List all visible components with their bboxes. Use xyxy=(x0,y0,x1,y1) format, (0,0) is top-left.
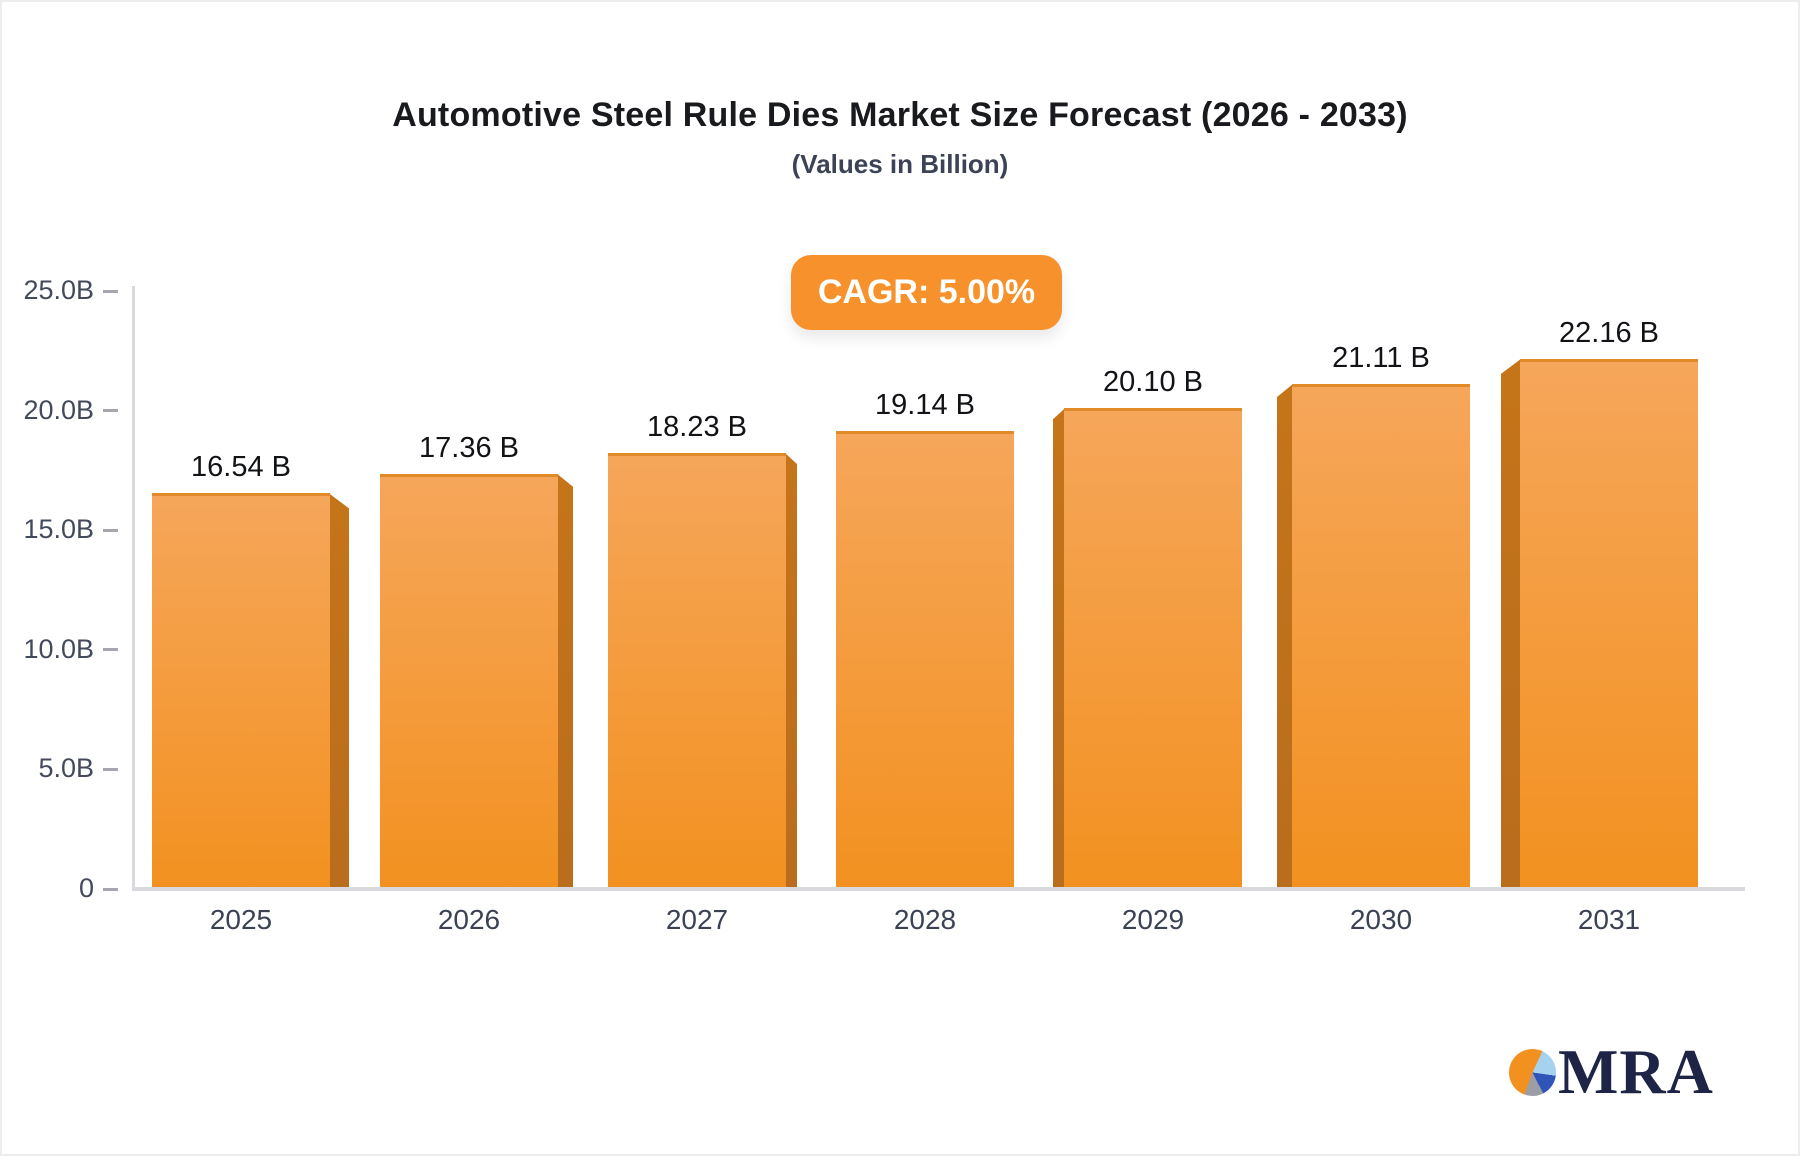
chart-title: Automotive Steel Rule Dies Market Size F… xyxy=(392,96,1408,134)
bar-value-label: 22.16 B xyxy=(1559,316,1659,349)
y-axis-tick xyxy=(103,289,118,293)
bar-value-label: 18.23 B xyxy=(647,410,747,443)
y-axis-tick xyxy=(103,409,118,413)
bar-3d-side xyxy=(329,493,349,889)
x-axis-label: 2030 xyxy=(1349,904,1413,935)
cagr-badge: CAGR: 5.00% xyxy=(791,255,1062,330)
y-axis-tick xyxy=(103,648,118,652)
bar-2030 xyxy=(1292,384,1470,889)
y-axis-tick-label: 0 xyxy=(78,873,94,903)
bar-3d-side xyxy=(785,452,797,889)
bar-value-label: 19.14 B xyxy=(875,389,975,422)
bar-2031 xyxy=(1520,358,1698,889)
x-axis-baseline xyxy=(132,887,1745,891)
x-axis-label: 2028 xyxy=(893,904,957,935)
bar-3d-side xyxy=(1053,408,1065,889)
bar-2025 xyxy=(152,493,330,889)
bar-3d-side xyxy=(1501,358,1521,889)
bar-value-label: 17.36 B xyxy=(419,431,519,464)
pie-chart-logo-icon xyxy=(1509,1049,1556,1096)
y-axis-tick xyxy=(103,887,118,891)
y-axis-line xyxy=(132,286,135,891)
x-axis-label: 2025 xyxy=(209,904,273,935)
logo-text: MRA xyxy=(1558,1036,1714,1107)
bar-2027 xyxy=(608,452,786,889)
y-axis-tick xyxy=(103,767,118,771)
y-axis-tick-label: 5.0B xyxy=(38,753,94,784)
x-axis-label: 2031 xyxy=(1577,904,1641,935)
y-axis-tick xyxy=(103,528,118,532)
x-axis-label: 2027 xyxy=(665,904,729,935)
y-axis-tick-label: 20.0B xyxy=(23,394,94,425)
y-axis-tick-label: 15.0B xyxy=(23,514,94,545)
chart-subtitle: (Values in Billion) xyxy=(791,149,1009,179)
bar-2028 xyxy=(836,431,1014,889)
bar-value-label: 16.54 B xyxy=(191,451,291,484)
x-axis-label: 2026 xyxy=(437,904,501,935)
bar-2026 xyxy=(380,473,558,889)
bar-3d-side xyxy=(557,473,573,889)
bar-3d-side xyxy=(1277,384,1293,889)
y-axis-tick-label: 25.0B xyxy=(23,275,94,305)
y-axis-tick-label: 10.0B xyxy=(23,633,94,664)
bar-value-label: 20.10 B xyxy=(1103,366,1203,399)
bar-2029 xyxy=(1064,408,1242,889)
x-axis-label: 2029 xyxy=(1121,904,1185,935)
bar-value-label: 21.11 B xyxy=(1332,342,1430,375)
